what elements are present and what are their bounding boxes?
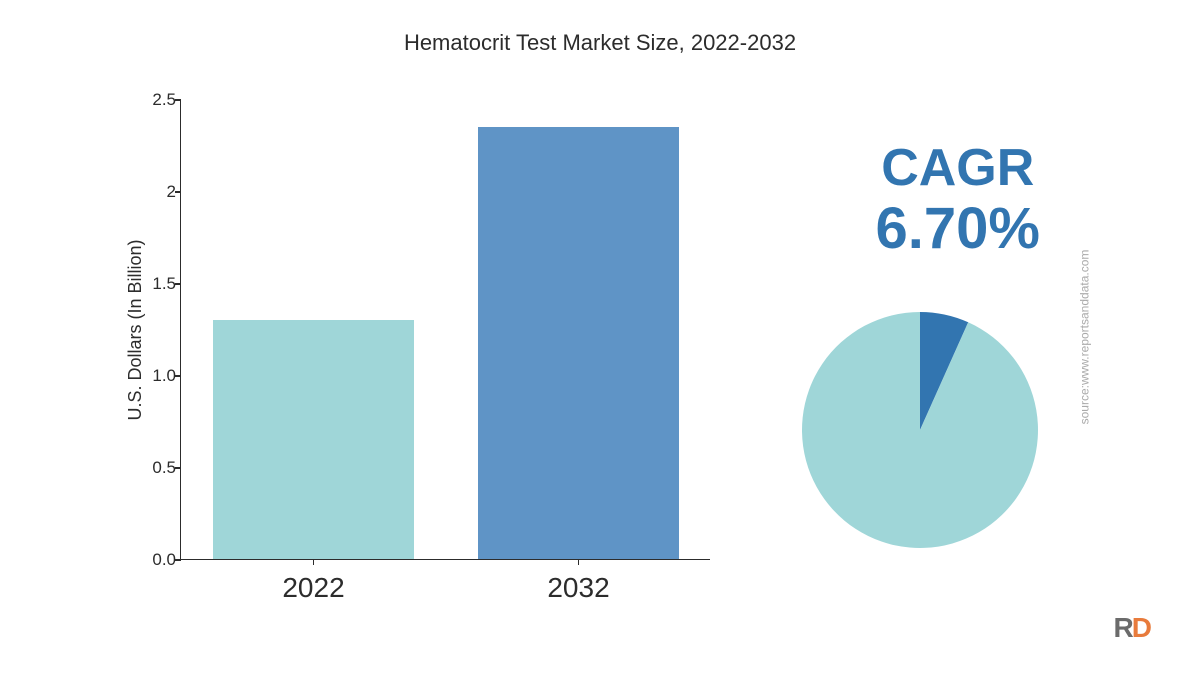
y-tick-label: 1.0 [141,366,176,386]
chart-container: Hematocrit Test Market Size, 2022-2032 U… [0,0,1200,674]
y-tick-mark [175,559,181,561]
y-tick-label: 0.5 [141,458,176,478]
y-axis-label: U.S. Dollars (In Billion) [125,239,146,420]
source-text: source:www.reportsanddata.com [1078,250,1092,425]
cagr-value: 6.70% [876,197,1040,261]
bar [478,127,679,559]
brand-logo: RD [1114,612,1150,644]
cagr-label: CAGR [876,140,1040,197]
logo-r: R [1114,612,1132,643]
y-tick-mark [175,99,181,101]
y-tick-mark [175,191,181,193]
y-tick-mark [175,467,181,469]
bar-chart-plot: 0.00.51.01.522.520222032 [180,100,710,560]
bar [213,320,414,559]
y-tick-mark [175,375,181,377]
pie-slice [802,312,1038,548]
cagr-block: CAGR 6.70% [876,140,1040,261]
y-tick-label: 1.5 [141,274,176,294]
chart-title: Hematocrit Test Market Size, 2022-2032 [0,30,1200,56]
y-tick-mark [175,283,181,285]
y-tick-label: 2.5 [141,90,176,110]
x-tick-mark [578,559,580,565]
logo-d: D [1132,612,1150,643]
y-tick-label: 0.0 [141,550,176,570]
bar-chart-area: U.S. Dollars (In Billion) 0.00.51.01.522… [130,100,710,560]
x-tick-label: 2032 [547,572,609,604]
y-tick-label: 2 [141,182,176,202]
pie-chart [800,310,1040,550]
x-tick-label: 2022 [282,572,344,604]
x-tick-mark [313,559,315,565]
